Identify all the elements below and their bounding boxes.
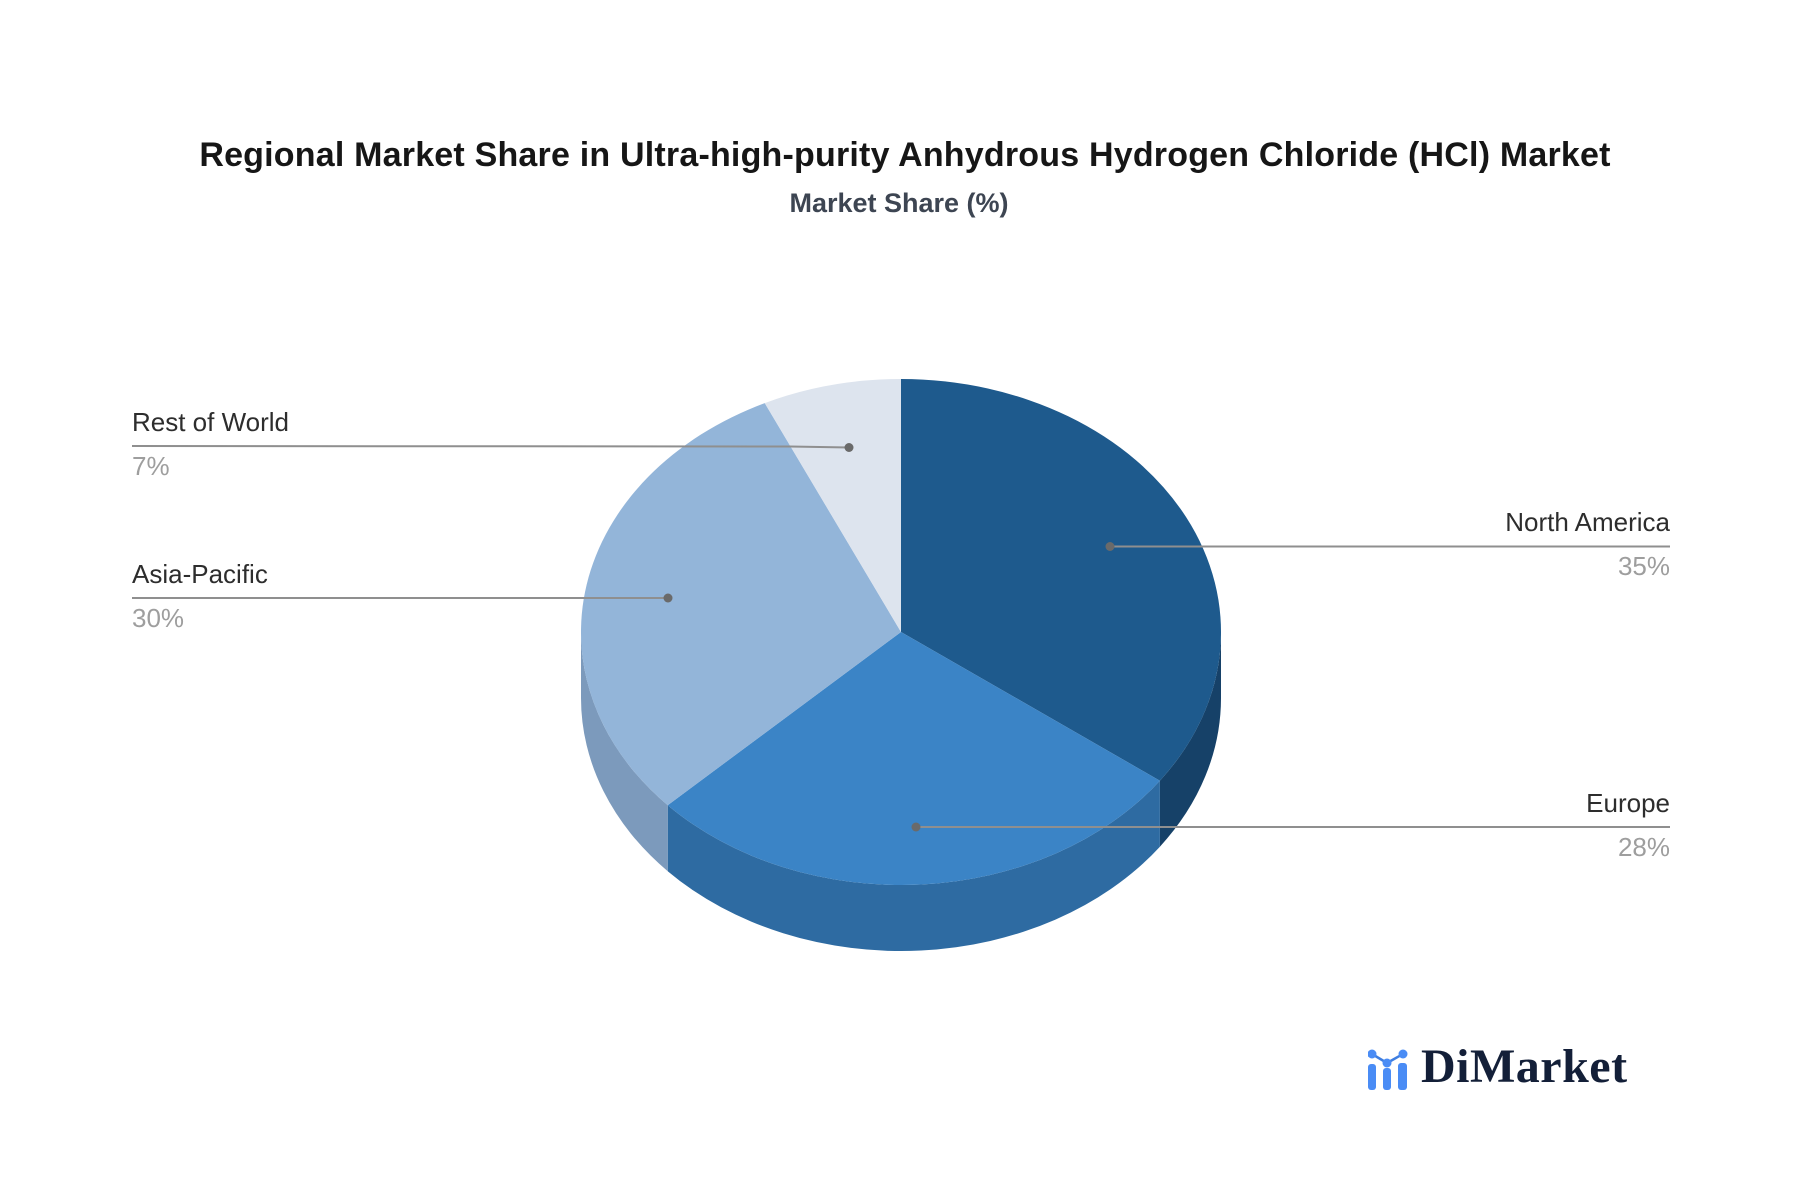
callout-value-asia-pacific: 30% [132, 602, 184, 634]
pie-slice-side-europe [667, 780, 1160, 952]
callout-value-europe: 28% [1618, 831, 1670, 863]
slice-value: 7% [132, 451, 170, 481]
brand-logo: DiMarket [1368, 1040, 1628, 1093]
slice-label: North America [1505, 507, 1670, 537]
leader-dot-rest-of-world [844, 443, 854, 452]
callout-label-asia-pacific: Asia-Pacific [132, 558, 268, 590]
leader-dots [663, 443, 1115, 832]
leader-dot-europe [911, 822, 921, 832]
pie-slice-europe [667, 632, 1160, 886]
callout-label-north-america: North America [1505, 506, 1670, 538]
leader-line-rest-of-world [131, 445, 850, 449]
pie-slices [581, 379, 1222, 952]
callout-label-europe: Europe [1586, 787, 1670, 819]
pie-slice-asia-pacific [581, 403, 901, 806]
pie-slice-side-north-america [1159, 632, 1221, 847]
slice-label: Asia-Pacific [132, 559, 268, 589]
bar-chart-trend-dots-icon [1368, 1049, 1408, 1090]
slice-label: Europe [1586, 788, 1670, 818]
chart-subtitle: Market Share (%) [789, 188, 1009, 218]
slice-value: 30% [132, 603, 185, 633]
leader-lines [131, 445, 1670, 828]
callout-label-rest-of-world: Rest of World [132, 406, 289, 438]
callout-value-north-america: 35% [1618, 550, 1670, 582]
brand-logo-text: DiMarket [1421, 1040, 1628, 1093]
callout-value-rest-of-world: 7% [132, 450, 170, 482]
leader-dot-asia-pacific [663, 593, 673, 603]
pie-slice-north-america [901, 379, 1222, 781]
slice-value: 28% [1617, 832, 1670, 862]
pie-slice-side-asia-pacific [581, 632, 668, 872]
pie-slice-rest-of-world [764, 379, 901, 632]
slice-label: Rest of World [132, 407, 290, 437]
leader-dot-north-america [1105, 542, 1115, 551]
slice-value: 35% [1617, 551, 1670, 581]
chart-title: Regional Market Share in Ultra-high-puri… [199, 136, 1611, 174]
